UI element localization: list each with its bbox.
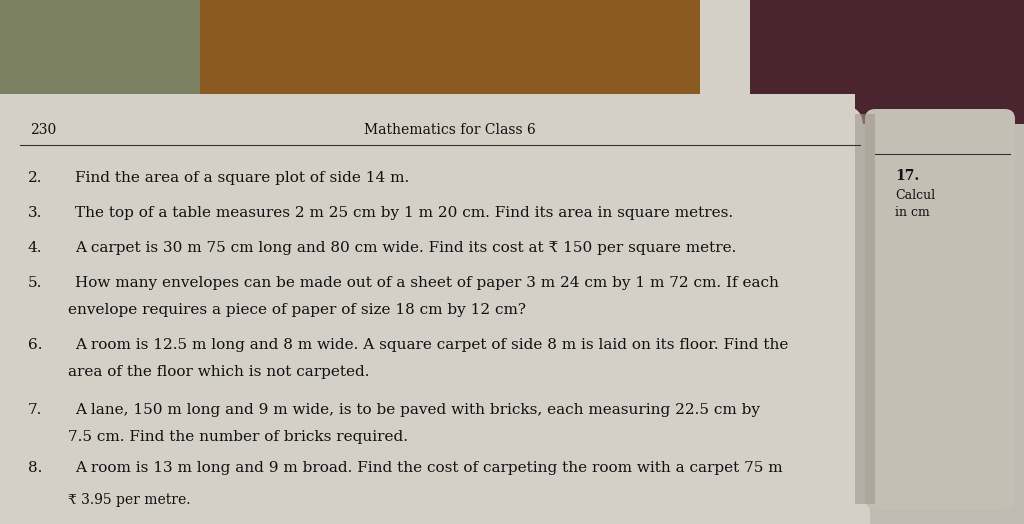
Text: 17.: 17. bbox=[895, 169, 920, 183]
Text: How many envelopes can be made out of a sheet of paper 3 m 24 cm by 1 m 72 cm. I: How many envelopes can be made out of a … bbox=[75, 276, 779, 290]
Text: ₹ 3.95 per metre.: ₹ 3.95 per metre. bbox=[68, 493, 190, 507]
FancyBboxPatch shape bbox=[200, 0, 700, 124]
Text: area of the floor which is not carpeted.: area of the floor which is not carpeted. bbox=[68, 365, 370, 379]
Text: 8.: 8. bbox=[28, 461, 42, 475]
FancyBboxPatch shape bbox=[15, 94, 855, 174]
FancyBboxPatch shape bbox=[0, 0, 400, 94]
Text: Calcul: Calcul bbox=[895, 189, 935, 202]
Text: envelope requires a piece of paper of size 18 cm by 12 cm?: envelope requires a piece of paper of si… bbox=[68, 303, 526, 317]
FancyBboxPatch shape bbox=[855, 114, 874, 504]
Text: A room is 12.5 m long and 8 m wide. A square carpet of side 8 m is laid on its f: A room is 12.5 m long and 8 m wide. A sq… bbox=[75, 338, 788, 352]
FancyBboxPatch shape bbox=[865, 109, 1015, 509]
Text: in cm: in cm bbox=[895, 206, 930, 219]
Text: Mathematics for Class 6: Mathematics for Class 6 bbox=[365, 123, 536, 137]
Text: A carpet is 30 m 75 cm long and 80 cm wide. Find its cost at ₹ 150 per square me: A carpet is 30 m 75 cm long and 80 cm wi… bbox=[75, 241, 736, 255]
Text: 2.: 2. bbox=[28, 171, 43, 185]
Text: 6.: 6. bbox=[28, 338, 43, 352]
Text: A room is 13 m long and 9 m broad. Find the cost of carpeting the room with a ca: A room is 13 m long and 9 m broad. Find … bbox=[75, 461, 782, 475]
Text: 7.: 7. bbox=[28, 403, 42, 417]
Text: The top of a table measures 2 m 25 cm by 1 m 20 cm. Find its area in square metr: The top of a table measures 2 m 25 cm by… bbox=[75, 206, 733, 220]
FancyBboxPatch shape bbox=[870, 0, 1024, 524]
Text: 3.: 3. bbox=[28, 206, 42, 220]
Text: 4.: 4. bbox=[28, 241, 43, 255]
FancyBboxPatch shape bbox=[0, 0, 870, 524]
Text: 5.: 5. bbox=[28, 276, 42, 290]
FancyBboxPatch shape bbox=[750, 0, 1024, 124]
Text: Find the area of a square plot of side 14 m.: Find the area of a square plot of side 1… bbox=[75, 171, 410, 185]
FancyBboxPatch shape bbox=[7, 106, 863, 512]
Text: A lane, 150 m long and 9 m wide, is to be paved with bricks, each measuring 22.5: A lane, 150 m long and 9 m wide, is to b… bbox=[75, 403, 760, 417]
Text: 230: 230 bbox=[30, 123, 56, 137]
Text: 7.5 cm. Find the number of bricks required.: 7.5 cm. Find the number of bricks requir… bbox=[68, 430, 408, 444]
